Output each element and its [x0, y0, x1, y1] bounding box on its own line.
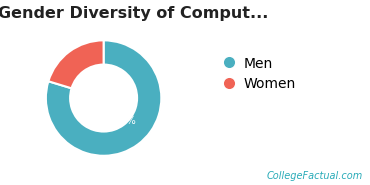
Legend: Men, Women: Men, Women	[222, 52, 300, 96]
Text: Gender Diversity of Comput...: Gender Diversity of Comput...	[0, 6, 268, 21]
Wedge shape	[46, 40, 161, 156]
Text: CollegeFactual.com: CollegeFactual.com	[266, 171, 363, 181]
Text: 79.7%: 79.7%	[105, 116, 136, 126]
Wedge shape	[48, 40, 104, 88]
